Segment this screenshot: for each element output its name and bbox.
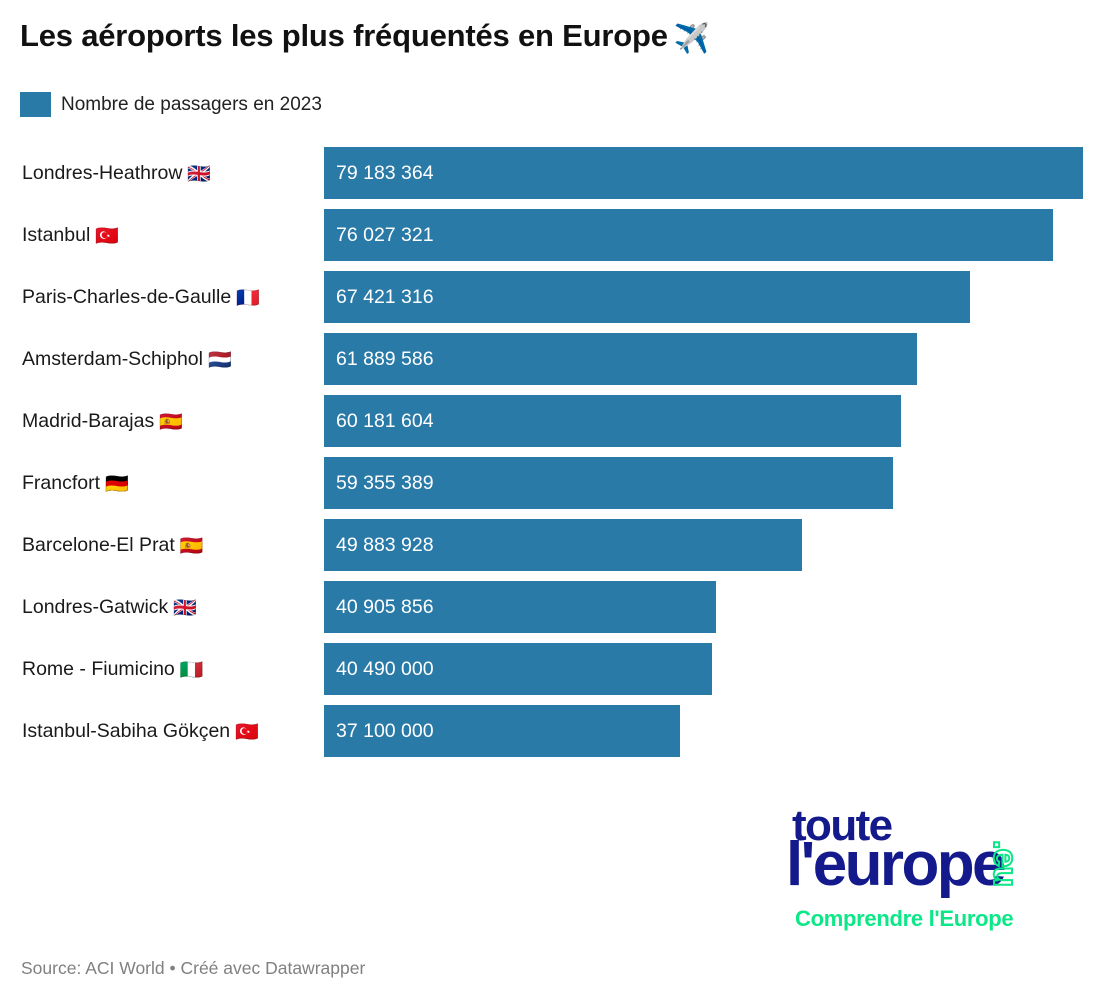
bar-value-label: 40 905 856	[336, 596, 434, 618]
country-flag-icon: 🇹🇷	[95, 226, 119, 247]
country-flag-icon: 🇪🇸	[179, 536, 204, 557]
bar-row-label: Francfort 🇩🇪	[22, 457, 129, 509]
bar-row-label: Barcelone-El Prat 🇪🇸	[22, 519, 204, 571]
bar-row-label-text: Londres-Heathrow	[22, 162, 183, 184]
country-flag-icon: 🇬🇧	[187, 164, 212, 185]
bar-row-label: Amsterdam-Schiphol 🇳🇱	[22, 333, 232, 385]
bar-value-label: 67 421 316	[336, 286, 434, 308]
bar-value-label: 60 181 604	[336, 410, 434, 432]
bar-value-label: 61 889 586	[336, 348, 434, 370]
bar-row: Londres-Gatwick 🇬🇧 40 905 856	[0, 581, 1104, 643]
bar-row-label-text: Istanbul-Sabiha Gökçen	[22, 720, 231, 742]
bar	[324, 209, 1053, 261]
bar-value-label: 37 100 000	[336, 720, 434, 742]
source-footer: Source: ACI World • Créé avec Datawrappe…	[21, 958, 366, 978]
bar-row-label: Istanbul 🇹🇷	[22, 209, 119, 261]
bar-row-label-text: Barcelone-El Prat	[22, 534, 175, 556]
legend-color-swatch	[20, 91, 51, 117]
bar-row-label-text: Madrid-Barajas	[22, 410, 155, 432]
chart-title: Les aéroports les plus fréquentés en Eur…	[20, 18, 710, 56]
bar-value-label: 40 490 000	[336, 658, 434, 680]
bar-row-label-text: Francfort	[22, 472, 101, 494]
country-flag-icon: 🇳🇱	[207, 350, 232, 371]
country-flag-icon: 🇹🇷	[235, 722, 259, 743]
country-flag-icon: 🇩🇪	[105, 474, 129, 495]
bar	[324, 643, 712, 695]
bar-row-label: Istanbul-Sabiha Gökçen 🇹🇷	[22, 705, 259, 757]
bar-row-label: Rome - Fiumicino 🇮🇹	[22, 643, 203, 695]
bar	[324, 271, 970, 323]
bar-row-label: Londres-Heathrow 🇬🇧	[22, 147, 211, 199]
bar	[324, 457, 893, 509]
bar-row: Istanbul-Sabiha Gökçen 🇹🇷 37 100 000	[0, 705, 1104, 767]
bar-rows: Londres-Heathrow 🇬🇧 79 183 364 Istanbul 🇹🇷 76…	[0, 147, 1104, 767]
bar-row-label-text: Londres-Gatwick	[22, 596, 169, 618]
bar-row: Madrid-Barajas 🇪🇸 60 181 604	[0, 395, 1104, 457]
bar-value-label: 76 027 321	[336, 224, 434, 246]
chart-title-text: Les aéroports les plus fréquentés en Eur…	[20, 18, 668, 53]
logo-tld: .eu	[985, 839, 1025, 887]
bar-row: Amsterdam-Schiphol 🇳🇱 61 889 586	[0, 333, 1104, 395]
chart-legend: Nombre de passagers en 2023	[20, 91, 322, 117]
bar-row: Barcelone-El Prat 🇪🇸 49 883 928	[0, 519, 1104, 581]
country-flag-icon: 🇫🇷	[236, 288, 260, 309]
bar-row-label: Londres-Gatwick 🇬🇧	[22, 581, 197, 633]
logo-line-2: l'europe	[786, 830, 1006, 899]
bar	[324, 519, 802, 571]
bar-row: Rome - Fiumicino 🇮🇹 40 490 000	[0, 643, 1104, 705]
country-flag-icon: 🇮🇹	[179, 660, 204, 681]
legend-label: Nombre de passagers en 2023	[61, 93, 322, 115]
bar	[324, 395, 901, 447]
bar	[324, 581, 716, 633]
bar-row-label: Madrid-Barajas 🇪🇸	[22, 395, 183, 447]
logo-line-1: toute	[792, 801, 893, 850]
bar	[324, 333, 917, 385]
bar-value-label: 59 355 389	[336, 472, 434, 494]
bar-row: Paris-Charles-de-Gaulle 🇫🇷 67 421 316	[0, 271, 1104, 333]
bar-row: Istanbul 🇹🇷 76 027 321	[0, 209, 1104, 271]
bar	[324, 705, 680, 757]
bar	[324, 147, 1083, 199]
airplane-icon: ✈️	[673, 23, 710, 55]
toute-leurope-logo: toute l'europe .eu Comprendre l'Europe	[786, 796, 1086, 946]
bar-row-label-text: Amsterdam-Schiphol	[22, 348, 203, 370]
bar-value-label: 79 183 364	[336, 162, 434, 184]
country-flag-icon: 🇬🇧	[173, 598, 197, 619]
bar-row-label-text: Rome - Fiumicino	[22, 658, 175, 680]
bar-row-label-text: Istanbul	[22, 224, 91, 246]
bar-value-label: 49 883 928	[336, 534, 434, 556]
logo-tagline: Comprendre l'Europe	[795, 906, 1014, 931]
bar-row-label-text: Paris-Charles-de-Gaulle	[22, 286, 232, 308]
country-flag-icon: 🇪🇸	[159, 412, 183, 433]
bar-row-label: Paris-Charles-de-Gaulle 🇫🇷	[22, 271, 260, 323]
bar-row: Francfort 🇩🇪 59 355 389	[0, 457, 1104, 519]
bar-row: Londres-Heathrow 🇬🇧 79 183 364	[0, 147, 1104, 209]
